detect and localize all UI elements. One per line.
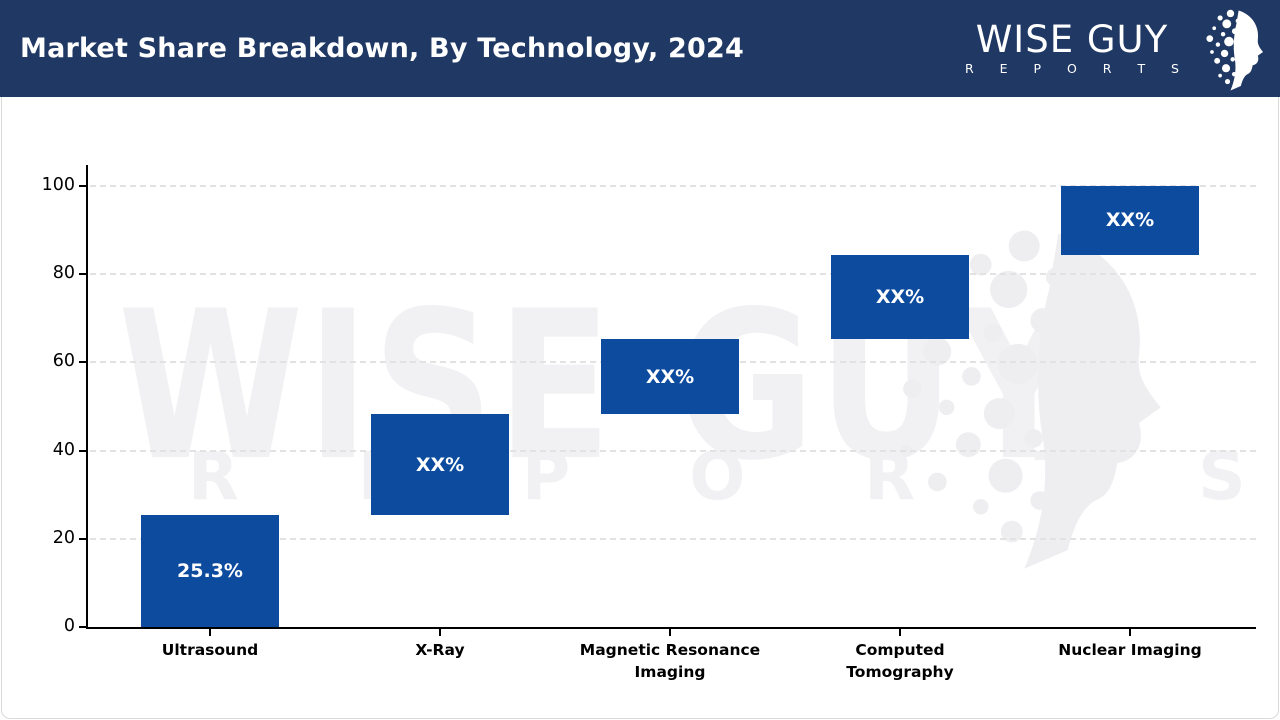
bar-value-label: XX% <box>645 365 695 388</box>
y-tick <box>79 273 87 276</box>
category-label: X-Ray <box>415 641 465 659</box>
gridline <box>90 537 1256 540</box>
bar: 25.3% <box>141 515 279 627</box>
bar: XX% <box>371 413 509 516</box>
bar: XX% <box>831 254 969 340</box>
x-tick <box>669 629 671 636</box>
gridline <box>90 185 1256 187</box>
x-tick <box>439 629 441 636</box>
bar-value-label: XX% <box>415 453 465 476</box>
gridline <box>90 449 1256 452</box>
y-tick-label: 0 <box>63 616 75 636</box>
bar-value-label: 25.3% <box>177 560 243 583</box>
y-tick <box>79 449 87 452</box>
x-tick <box>1129 629 1131 636</box>
x-tick <box>899 629 901 636</box>
header-bar: Market Share Breakdown, By Technology, 2… <box>0 0 1280 97</box>
brand-name: WISE GUY <box>975 18 1169 62</box>
x-axis <box>86 627 1256 629</box>
bar-value-label: XX% <box>1105 209 1155 232</box>
y-tick-label: 20 <box>52 527 75 548</box>
y-tick <box>79 185 87 187</box>
category-label: Ultrasound <box>161 641 259 659</box>
page-title: Market Share Breakdown, By Technology, 2… <box>20 33 745 64</box>
y-tick-label: 100 <box>41 175 75 195</box>
category-label: Nuclear Imaging <box>1058 641 1202 659</box>
y-tick-label: 40 <box>52 439 75 460</box>
dotted-head-icon <box>1206 9 1264 90</box>
category-label: Magnetic Resonance Imaging <box>579 641 761 681</box>
category-label: Computed Tomography <box>846 641 954 681</box>
y-tick-label: 80 <box>52 263 75 284</box>
bar: XX% <box>1061 186 1199 255</box>
y-tick-label: 60 <box>52 351 75 372</box>
brand-logo-text: WISE GUY R E P O R T S <box>954 21 1190 76</box>
x-tick <box>209 629 211 636</box>
y-tick <box>79 361 87 364</box>
brand-logo: WISE GUY R E P O R T S <box>954 0 1266 97</box>
brand-subname: R E P O R T S <box>964 61 1190 77</box>
y-tick <box>79 626 87 628</box>
bar-value-label: XX% <box>875 286 925 309</box>
bar: XX% <box>601 339 739 414</box>
gridline <box>90 273 1256 276</box>
y-tick <box>79 537 87 540</box>
y-axis <box>86 165 88 629</box>
